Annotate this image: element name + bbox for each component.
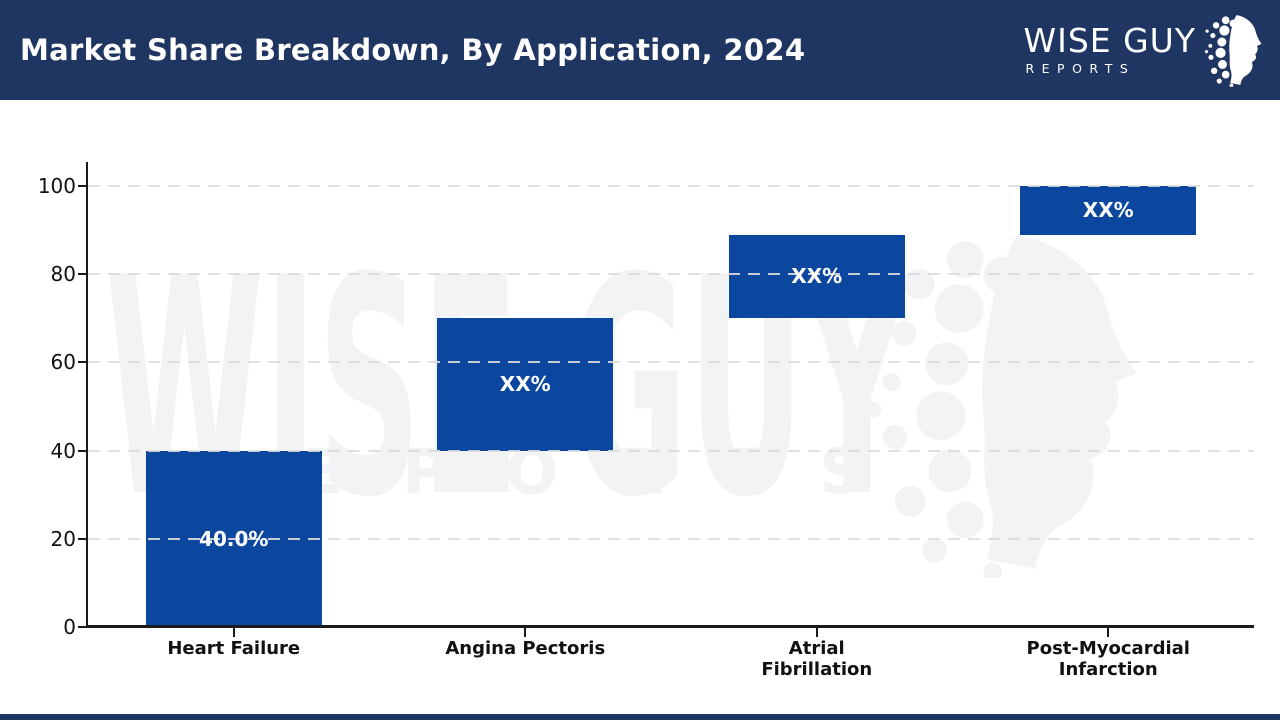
logo-face-icon bbox=[1202, 13, 1266, 87]
logo-reports-label: REPORTS bbox=[1025, 61, 1136, 76]
y-tick-mark-0 bbox=[78, 626, 87, 628]
x-tick-label-line: Heart Failure bbox=[167, 638, 301, 659]
x-axis-line bbox=[86, 625, 1254, 628]
x-tick-label-angina-pectoris: Angina Pectoris bbox=[385, 638, 665, 659]
header-bar: Market Share Breakdown, By Application, … bbox=[0, 0, 1280, 100]
bar-value-label-atrial-fibrillation: XX% bbox=[791, 264, 843, 289]
x-tick-label-line: Fibrillation bbox=[761, 659, 873, 680]
x-tick-mark-atrial-fibrillation bbox=[815, 628, 818, 637]
bar-angina-pectoris bbox=[437, 318, 614, 451]
y-tick-mark-80 bbox=[78, 273, 87, 276]
y-tick-mark-20 bbox=[78, 537, 87, 540]
y-tick-mark-60 bbox=[78, 361, 87, 364]
footer-strip bbox=[0, 714, 1280, 720]
bar-value-label-angina-pectoris: XX% bbox=[499, 372, 551, 397]
gridline-100 bbox=[88, 185, 1254, 187]
x-tick-mark-post-myocardial-infarction bbox=[1107, 628, 1110, 637]
y-tick-label-100: 100 bbox=[37, 174, 76, 198]
gridline-60 bbox=[88, 361, 1254, 364]
bar-value-label-heart-failure: 40.0% bbox=[199, 526, 269, 551]
x-tick-label-line: Angina Pectoris bbox=[445, 638, 606, 659]
x-tick-label-line: Infarction bbox=[1058, 659, 1158, 680]
gridline-80 bbox=[88, 273, 1254, 276]
x-tick-label-atrial-fibrillation: Atrial Fibrillation bbox=[677, 638, 957, 680]
y-tick-label-20: 20 bbox=[50, 526, 76, 551]
logo-text: WISE GUY REPORTS bbox=[1023, 24, 1196, 76]
wiseguy-logo: WISE GUY REPORTS bbox=[1023, 0, 1266, 100]
y-tick-label-40: 40 bbox=[50, 438, 76, 463]
x-tick-mark-heart-failure bbox=[232, 628, 235, 637]
x-tick-label-line: Atrial bbox=[788, 638, 845, 659]
gridline-40 bbox=[88, 449, 1254, 452]
x-tick-label-line: Post-Myocardial bbox=[1026, 638, 1190, 659]
x-tick-label-post-myocardial-infarction: Post-Myocardial Infarction bbox=[968, 638, 1248, 680]
y-tick-label-60: 60 bbox=[50, 350, 76, 375]
logo-wiseguy-label: WISE GUY bbox=[1023, 21, 1196, 60]
bar-value-label-post-myocardial-infarction: XX% bbox=[1082, 198, 1134, 223]
y-tick-mark-40 bbox=[78, 449, 87, 452]
y-tick-label-80: 80 bbox=[50, 262, 76, 287]
bar-atrial-fibrillation bbox=[728, 234, 905, 319]
page-title: Market Share Breakdown, By Application, … bbox=[20, 33, 806, 67]
x-tick-label-heart-failure: Heart Failure bbox=[94, 638, 374, 659]
bar-post-myocardial-infarction bbox=[1020, 186, 1197, 235]
y-tick-mark-100 bbox=[78, 185, 87, 187]
y-axis-line bbox=[86, 162, 88, 628]
x-tick-mark-angina-pectoris bbox=[524, 628, 527, 637]
gridline-20 bbox=[88, 537, 1254, 540]
y-tick-label-0: 0 bbox=[63, 615, 76, 639]
